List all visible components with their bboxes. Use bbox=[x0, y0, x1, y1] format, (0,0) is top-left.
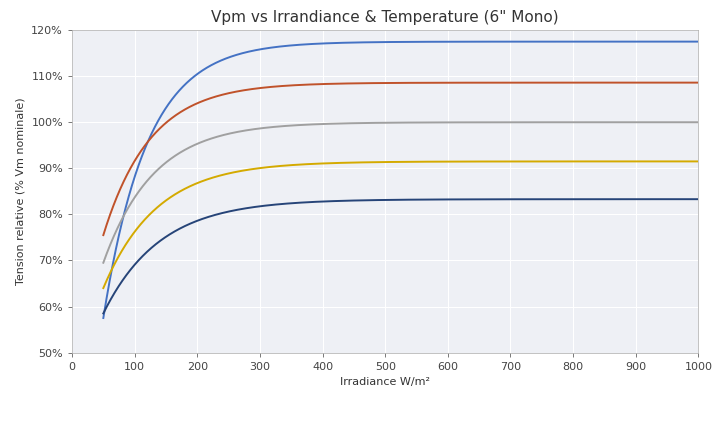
Vpm +25°C bbox=[535, 120, 544, 125]
Vpm +75°C bbox=[444, 197, 452, 202]
Vpm -25°C bbox=[694, 39, 703, 44]
Line: Vpm +25°C: Vpm +25°C bbox=[104, 122, 698, 263]
Vpm +75°C bbox=[307, 200, 315, 205]
Vpm -25°C bbox=[307, 41, 315, 46]
Vpm +50°C bbox=[535, 159, 544, 164]
Vpm +25°C bbox=[307, 122, 315, 127]
Vpm +50°C bbox=[694, 159, 703, 164]
Vpm -25°C bbox=[582, 39, 591, 44]
Line: Vpm -25°C: Vpm -25°C bbox=[104, 42, 698, 318]
Vpm 0°C bbox=[475, 80, 484, 85]
Vpm 0°C bbox=[181, 106, 190, 111]
Y-axis label: Tension relative (% Vm nominale): Tension relative (% Vm nominale) bbox=[16, 98, 26, 285]
Line: Vpm +50°C: Vpm +50°C bbox=[104, 161, 698, 288]
Vpm +25°C bbox=[694, 120, 703, 125]
Vpm 0°C bbox=[444, 80, 452, 85]
Vpm +50°C bbox=[181, 186, 190, 191]
Vpm +75°C bbox=[535, 197, 544, 202]
X-axis label: Irradiance W/m²: Irradiance W/m² bbox=[340, 377, 431, 387]
Vpm -25°C bbox=[181, 81, 190, 86]
Vpm 0°C bbox=[307, 82, 315, 87]
Vpm +50°C bbox=[475, 159, 484, 164]
Vpm +75°C bbox=[582, 197, 591, 202]
Vpm +75°C bbox=[475, 197, 484, 202]
Vpm 0°C bbox=[535, 80, 544, 85]
Vpm +25°C bbox=[582, 120, 591, 125]
Vpm +75°C bbox=[694, 197, 703, 202]
Vpm +50°C bbox=[307, 161, 315, 166]
Vpm +25°C bbox=[475, 120, 484, 125]
Vpm -25°C bbox=[444, 39, 452, 44]
Vpm +50°C bbox=[444, 159, 452, 164]
Vpm +25°C bbox=[444, 120, 452, 125]
Vpm 0°C bbox=[582, 80, 591, 85]
Vpm -25°C bbox=[475, 39, 484, 44]
Vpm +25°C bbox=[181, 147, 190, 152]
Vpm 0°C bbox=[694, 80, 703, 85]
Title: Vpm vs Irrandiance & Temperature (6" Mono): Vpm vs Irrandiance & Temperature (6" Mon… bbox=[212, 10, 559, 25]
Vpm +50°C bbox=[582, 159, 591, 164]
Vpm +75°C bbox=[181, 223, 190, 228]
Vpm -25°C bbox=[535, 39, 544, 44]
Line: Vpm 0°C: Vpm 0°C bbox=[104, 83, 698, 235]
Line: Vpm +75°C: Vpm +75°C bbox=[104, 199, 698, 313]
Legend: Vpm -25°C, Vpm 0°C, Vpm +25°C, Vpm +50°C, Vpm +75°C: Vpm -25°C, Vpm 0°C, Vpm +25°C, Vpm +50°C… bbox=[126, 429, 644, 430]
